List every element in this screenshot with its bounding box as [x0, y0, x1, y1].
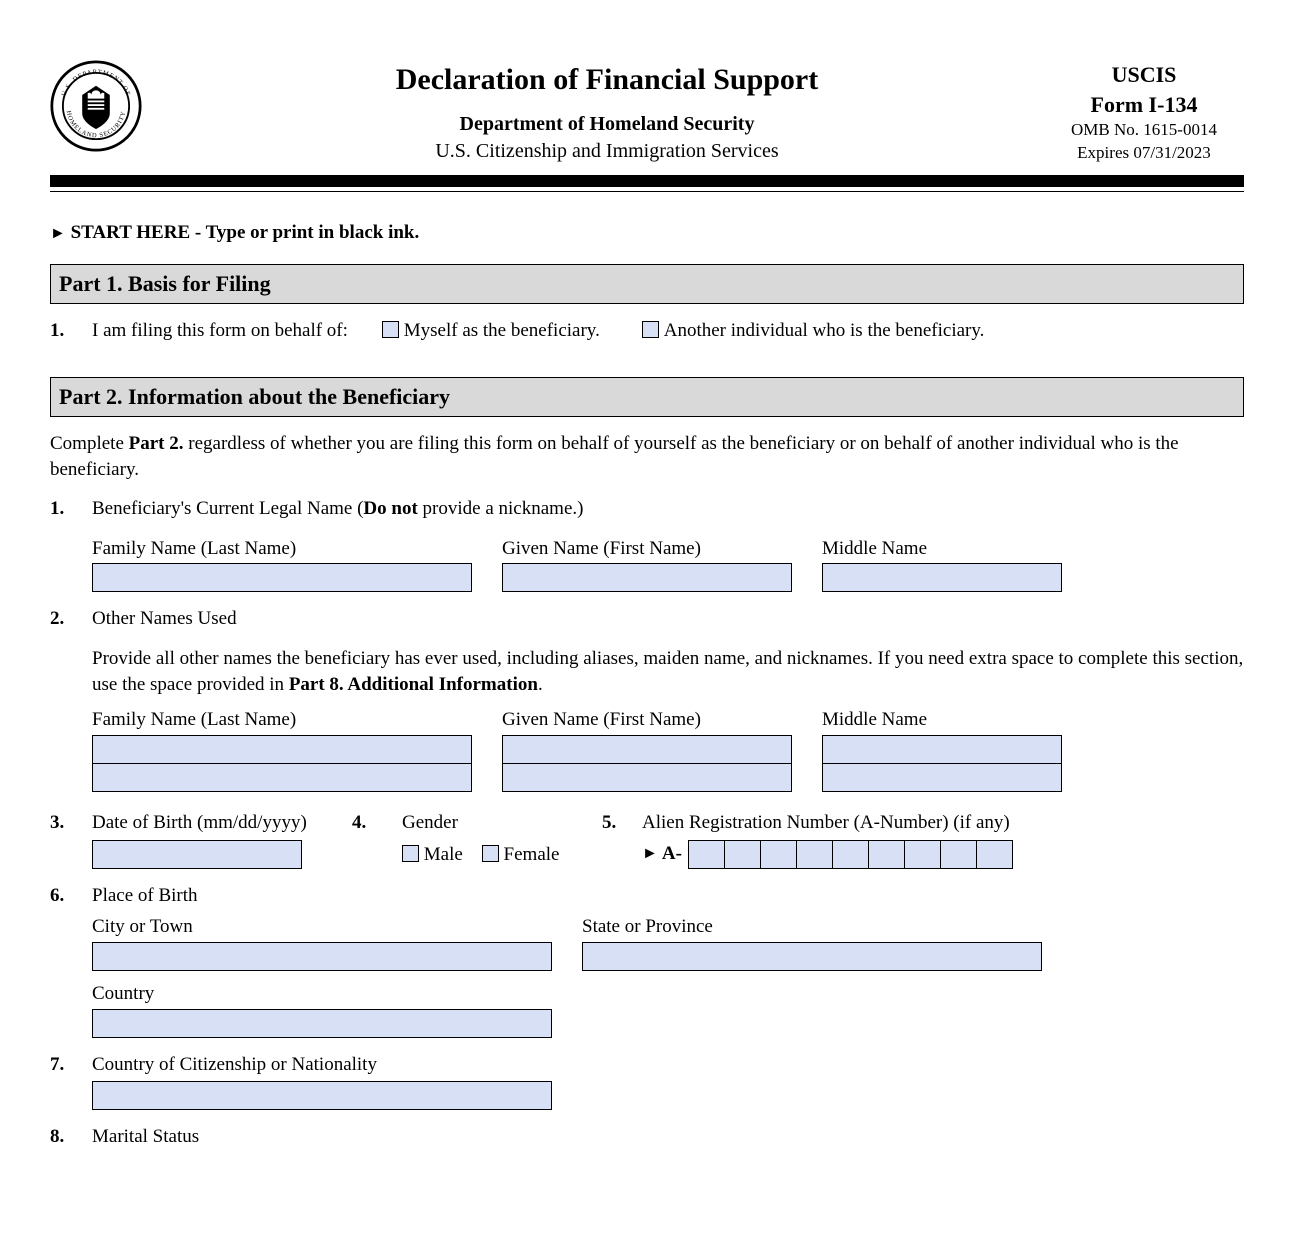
- dhs-seal-icon: U.S. DEPARTMENT OF HOMELAND SECURITY: [50, 60, 142, 152]
- state-input[interactable]: [582, 942, 1042, 971]
- a-number-label: Alien Registration Number (A-Number) (if…: [642, 810, 1244, 836]
- option-myself-label: Myself as the beneficiary.: [404, 318, 600, 344]
- country-input[interactable]: [92, 1009, 552, 1038]
- a-cell-1[interactable]: [688, 840, 725, 869]
- other-names-grid: Family Name (Last Name) Given Name (Firs…: [92, 707, 1244, 792]
- option-another-label: Another individual who is the beneficiar…: [664, 318, 985, 344]
- gender-label: Gender: [402, 810, 602, 836]
- header-thick-rule: [50, 175, 1244, 187]
- part1-item1-number: 1.: [50, 318, 92, 344]
- start-arrow-icon: ►: [50, 225, 66, 242]
- omb-number: OMB No. 1615-0014: [1044, 119, 1244, 142]
- item2-instr-post: .: [538, 674, 543, 695]
- item6-number: 6.: [50, 883, 92, 909]
- a-cell-4[interactable]: [796, 840, 833, 869]
- a-cell-9[interactable]: [976, 840, 1013, 869]
- male-label: Male: [424, 844, 463, 865]
- state-label: State or Province: [582, 914, 1042, 940]
- other-given-label: Given Name (First Name): [502, 707, 792, 733]
- part2-instr-post: regardless of whether you are filing thi…: [50, 433, 1179, 480]
- agency-name: U.S. Citizenship and Immigration Service…: [170, 138, 1044, 165]
- other-middle-input-1[interactable]: [822, 735, 1062, 764]
- female-label: Female: [504, 844, 560, 865]
- a-cell-3[interactable]: [760, 840, 797, 869]
- dob-input[interactable]: [92, 840, 302, 869]
- middle-name-input[interactable]: [822, 563, 1062, 592]
- item8-number: 8.: [50, 1124, 92, 1150]
- checkbox-female[interactable]: [482, 845, 499, 862]
- a-arrow-icon: ►: [642, 843, 658, 865]
- item4-number: 4.: [352, 810, 402, 836]
- checkbox-male[interactable]: [402, 845, 419, 862]
- legal-name-grid: Family Name (Last Name) Given Name (Firs…: [92, 536, 1244, 593]
- other-family-input-2[interactable]: [92, 763, 472, 792]
- a-cell-8[interactable]: [940, 840, 977, 869]
- other-middle-label: Middle Name: [822, 707, 1062, 733]
- expires-date: Expires 07/31/2023: [1044, 142, 1244, 165]
- form-title: Declaration of Financial Support: [170, 60, 1044, 101]
- part1-heading: Part 1. Basis for Filing: [50, 264, 1244, 304]
- item3-number: 3.: [50, 810, 92, 836]
- given-name-label: Given Name (First Name): [502, 536, 792, 562]
- dhs-seal-container: U.S. DEPARTMENT OF HOMELAND SECURITY: [50, 60, 170, 160]
- middle-name-label: Middle Name: [822, 536, 1062, 562]
- other-given-input-1[interactable]: [502, 735, 792, 764]
- part2-instr-bold: Part 2.: [129, 433, 184, 454]
- item5-number: 5.: [602, 810, 642, 836]
- part2-item1-number: 1.: [50, 496, 92, 522]
- family-name-label: Family Name (Last Name): [92, 536, 472, 562]
- city-input[interactable]: [92, 942, 552, 971]
- item7-number: 7.: [50, 1052, 92, 1078]
- other-middle-input-2[interactable]: [822, 763, 1062, 792]
- form-header: U.S. DEPARTMENT OF HOMELAND SECURITY Dec…: [50, 60, 1244, 165]
- citizenship-input[interactable]: [92, 1081, 552, 1110]
- family-name-input[interactable]: [92, 563, 472, 592]
- form-number: Form I-134: [1044, 90, 1244, 120]
- country-label: Country: [92, 981, 1244, 1007]
- start-here-suffix: - Type or print in black ink.: [190, 222, 419, 243]
- checkbox-another[interactable]: [642, 321, 659, 338]
- given-name-input[interactable]: [502, 563, 792, 592]
- part2-heading: Part 2. Information about the Beneficiar…: [50, 377, 1244, 417]
- a-prefix: A-: [662, 841, 682, 867]
- part1-item1-text: I am filing this form on behalf of:: [92, 318, 382, 344]
- citizenship-label: Country of Citizenship or Nationality: [92, 1052, 377, 1078]
- dob-label: Date of Birth (mm/dd/yyyy): [92, 810, 352, 836]
- other-family-input-1[interactable]: [92, 735, 472, 764]
- start-here-line: ► START HERE - Type or print in black in…: [50, 220, 1244, 246]
- part2-instr-pre: Complete: [50, 433, 129, 454]
- item2-instr-bold: Part 8. Additional Information: [289, 674, 538, 695]
- part1-item1-row: 1. I am filing this form on behalf of: M…: [50, 318, 1244, 344]
- other-given-input-2[interactable]: [502, 763, 792, 792]
- item2-instr-pre: Provide all other names the beneficiary …: [92, 648, 1243, 695]
- a-cell-6[interactable]: [868, 840, 905, 869]
- a-cell-5[interactable]: [832, 840, 869, 869]
- part2-item2-number: 2.: [50, 606, 92, 632]
- a-cell-2[interactable]: [724, 840, 761, 869]
- department-name: Department of Homeland Security: [170, 111, 1044, 138]
- item1-post: provide a nickname.): [418, 498, 584, 519]
- place-of-birth-label: Place of Birth: [92, 883, 198, 909]
- part2-item2-title: Other Names Used: [92, 606, 237, 632]
- start-here-label: START HERE: [71, 222, 191, 243]
- uscis-label: USCIS: [1044, 60, 1244, 90]
- header-thin-rule: [50, 191, 1244, 192]
- item1-pre: Beneficiary's Current Legal Name (: [92, 498, 363, 519]
- marital-status-label: Marital Status: [92, 1124, 199, 1150]
- item1-bold: Do not: [363, 498, 417, 519]
- a-cell-7[interactable]: [904, 840, 941, 869]
- part2-item1-text: Beneficiary's Current Legal Name (Do not…: [92, 496, 583, 522]
- checkbox-myself[interactable]: [382, 321, 399, 338]
- part2-item2-instr: Provide all other names the beneficiary …: [92, 646, 1244, 697]
- a-number-cells: [688, 840, 1013, 869]
- part2-instructions: Complete Part 2. regardless of whether y…: [50, 431, 1244, 482]
- other-family-label: Family Name (Last Name): [92, 707, 472, 733]
- city-label: City or Town: [92, 914, 552, 940]
